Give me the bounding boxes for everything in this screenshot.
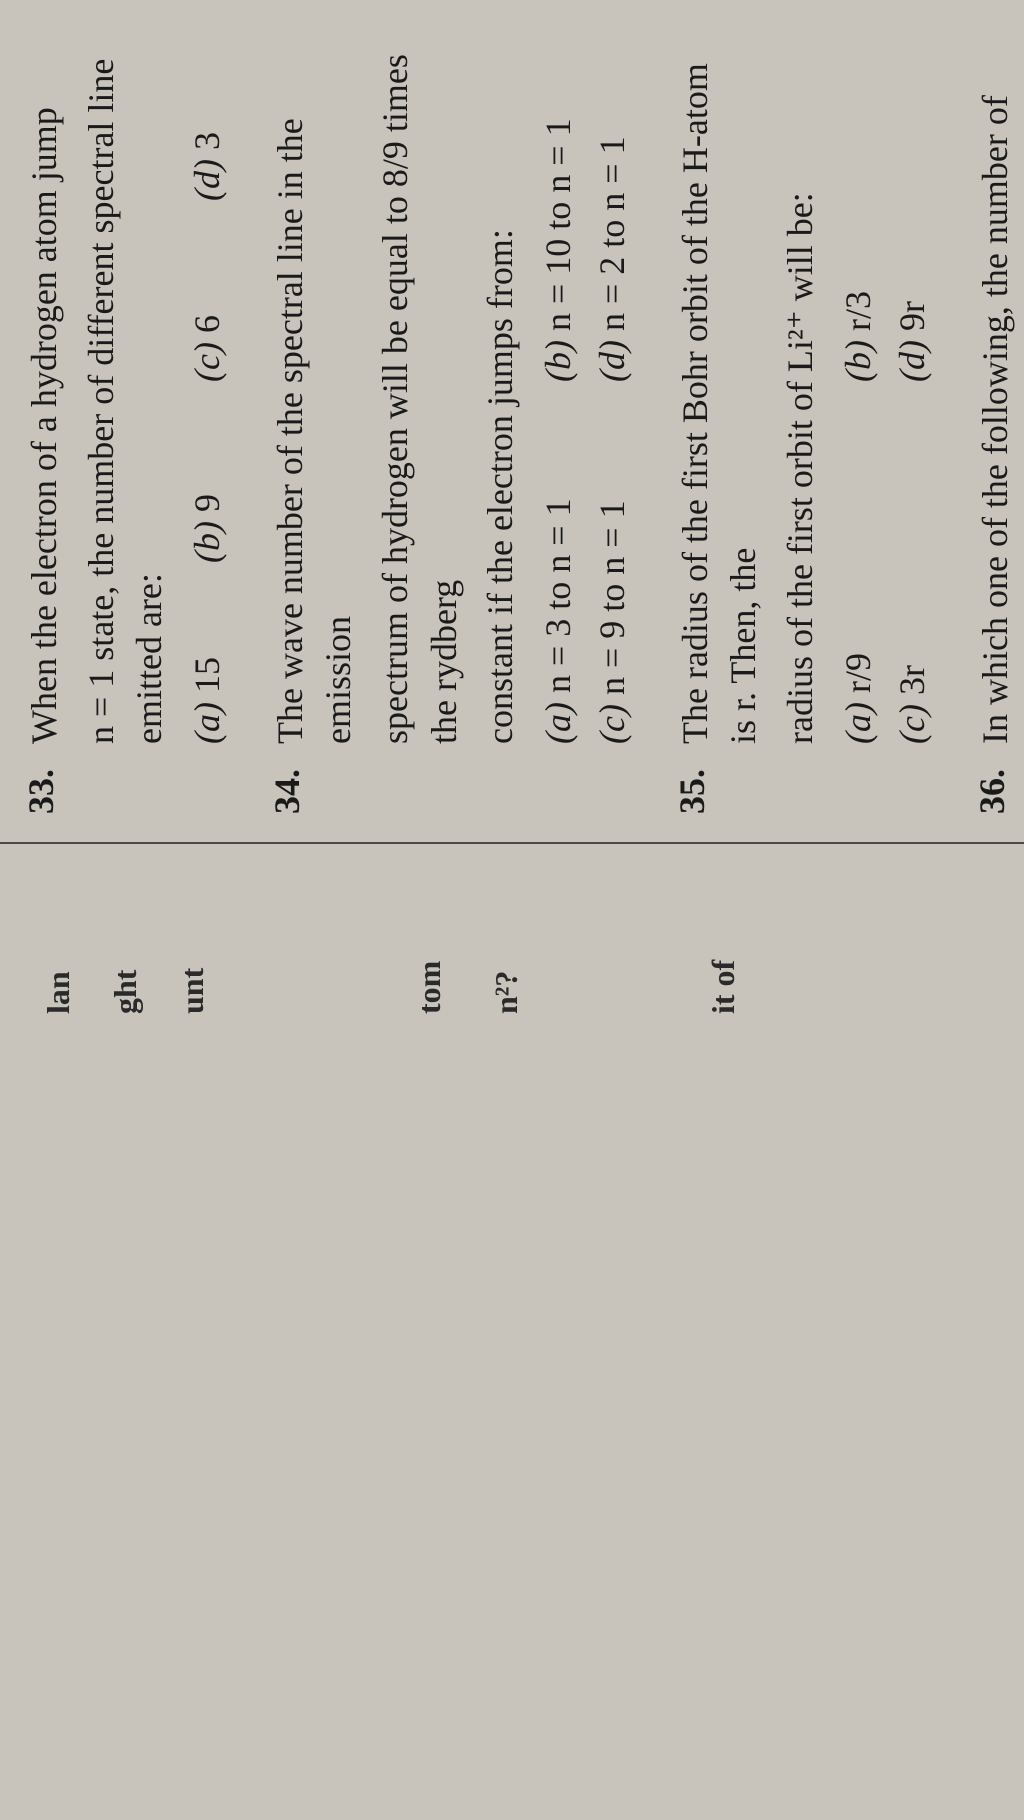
side-label: ght	[107, 844, 144, 1014]
vertical-divider	[0, 842, 1024, 844]
option-label: (a)	[187, 702, 227, 744]
question-34: 34. The wave number of the spectral line…	[266, 40, 633, 844]
option-value: n = 10 to n = 1	[538, 118, 578, 331]
option-label: (c)	[892, 704, 932, 744]
question-number: 36.	[971, 744, 1013, 814]
side-label: n²?	[488, 844, 525, 1014]
side-label: tom	[411, 844, 448, 1014]
side-label: it of	[705, 844, 742, 1014]
option-b: (b) 9	[186, 402, 228, 563]
question-number: 35.	[671, 744, 713, 814]
question-33: 33. When the electron of a hydrogen atom…	[20, 40, 228, 844]
option-d: (d) 3	[186, 40, 228, 201]
option-value: 3	[187, 132, 227, 150]
question-text-line: radius of the first orbit of Li²⁺ will b…	[776, 40, 825, 744]
option-value: n = 2 to n = 1	[592, 136, 632, 331]
options-row: (a) r/9 (b) r/3	[837, 40, 879, 744]
option-b: (b) n = 10 to n = 1	[537, 40, 579, 382]
option-label: (a)	[838, 702, 878, 744]
question-number: 33.	[20, 744, 62, 814]
option-value: 9r	[892, 301, 932, 331]
question-text: When the electron of a hydrogen atom jum…	[20, 40, 69, 744]
option-value: 6	[187, 315, 227, 333]
option-value: r/3	[838, 291, 878, 331]
question-36: 36. In which one of the following, the n…	[971, 40, 1024, 844]
option-a: (a) n = 3 to n = 1	[537, 402, 579, 744]
side-label: unt	[174, 844, 211, 1014]
option-label: (d)	[187, 159, 227, 201]
question-text-line: spectrum of hydrogen will be equal to 8/…	[371, 40, 468, 744]
option-c: (c) 3r	[891, 402, 933, 744]
option-a: (a) 15	[186, 583, 228, 744]
question-text: In which one of the following, the numbe…	[971, 40, 1024, 744]
option-value: n = 3 to n = 1	[538, 498, 578, 693]
option-label: (b)	[838, 340, 878, 382]
question-text: The wave number of the spectral line in …	[266, 40, 363, 744]
option-d: (d) n = 2 to n = 1	[591, 40, 633, 382]
question-text-line: constant if the electron jumps from:	[476, 40, 525, 744]
option-c: (c) n = 9 to n = 1	[591, 402, 633, 744]
option-label: (c)	[592, 704, 632, 744]
option-value: 9	[187, 494, 227, 512]
option-value: 3r	[892, 665, 932, 695]
option-label: (c)	[187, 342, 227, 382]
options-row: (c) n = 9 to n = 1 (d) n = 2 to n = 1	[591, 40, 633, 744]
question-35: 35. The radius of the first Bohr orbit o…	[671, 40, 933, 844]
question-text: The radius of the first Bohr orbit of th…	[671, 40, 768, 744]
options-row: (c) 3r (d) 9r	[891, 40, 933, 744]
options-row: (a) n = 3 to n = 1 (b) n = 10 to n = 1	[537, 40, 579, 744]
option-label: (d)	[592, 340, 632, 382]
side-margin-column: lan ght unt tom n²? it of	[0, 844, 1024, 1024]
question-text-line: n = 1 state, the number of different spe…	[77, 40, 174, 744]
question-number: 34.	[266, 744, 308, 814]
option-label: (b)	[187, 521, 227, 563]
option-label: (d)	[892, 340, 932, 382]
option-b: (b) r/3	[837, 40, 879, 382]
option-value: 15	[187, 657, 227, 693]
option-c: (c) 6	[186, 221, 228, 382]
option-value: r/9	[838, 653, 878, 693]
side-label: lan	[40, 844, 77, 1014]
option-label: (b)	[538, 340, 578, 382]
page-wrapper: lan ght unt tom n²? it of 33. When the e…	[0, 0, 1024, 1024]
option-a: (a) r/9	[837, 402, 879, 744]
option-label: (a)	[538, 702, 578, 744]
options-row: (a) 15 (b) 9 (c) 6 (d) 3	[186, 40, 228, 744]
questions-column: 33. When the electron of a hydrogen atom…	[0, 0, 1024, 844]
option-d: (d) 9r	[891, 40, 933, 382]
option-value: n = 9 to n = 1	[592, 500, 632, 695]
